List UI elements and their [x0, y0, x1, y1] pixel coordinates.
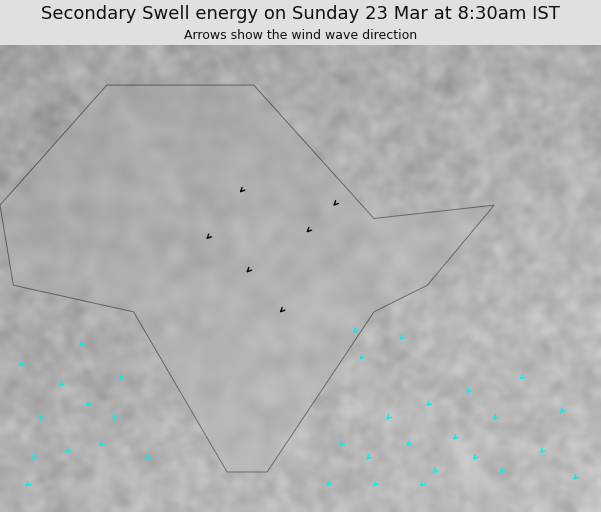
Text: Secondary Swell energy on Sunday 23 Mar at 8:30am IST: Secondary Swell energy on Sunday 23 Mar … [41, 6, 560, 24]
Polygon shape [0, 85, 494, 472]
Text: Arrows show the wind wave direction: Arrows show the wind wave direction [184, 29, 417, 41]
